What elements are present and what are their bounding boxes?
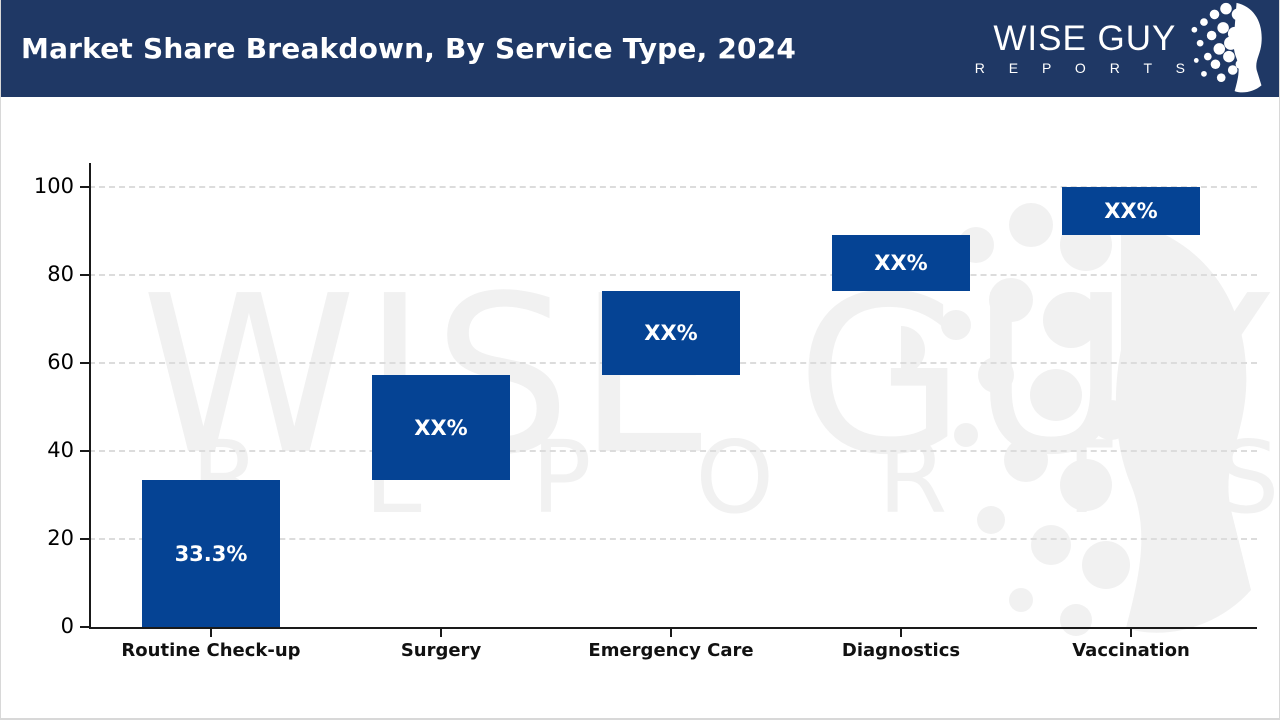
x-axis-line (89, 627, 1257, 629)
chart-title: Market Share Breakdown, By Service Type,… (21, 32, 797, 65)
y-tick-mark-100 (80, 186, 89, 188)
y-tick-mark-20 (80, 538, 89, 540)
x-tick-mark (670, 629, 672, 637)
y-axis-line (89, 163, 91, 629)
bar-vaccination (1062, 187, 1200, 235)
bar-emergency-care (602, 290, 740, 376)
bar-routine-check-up (142, 480, 280, 627)
header-band: Market Share Breakdown, By Service Type,… (1, 0, 1279, 97)
logo-face-dots-icon (1185, 1, 1267, 97)
y-tick-label-60: 60 (47, 350, 74, 374)
gridline-40 (89, 450, 1257, 452)
x-tick-mark (1130, 629, 1132, 637)
x-category-label: Diagnostics (841, 640, 961, 661)
bar-value-label: XX% (414, 415, 468, 440)
gridline-80 (89, 274, 1257, 276)
bar-value-label: 33.3% (174, 541, 248, 566)
x-category-label: Vaccination (1072, 640, 1190, 661)
x-tick-mark (900, 629, 902, 637)
x-category-label: Emergency Care (588, 640, 754, 661)
wise-guy-logo: WISE GUY R E P O R T S (975, 1, 1267, 97)
bar-value-label: XX% (1104, 198, 1158, 223)
y-tick-label-20: 20 (47, 526, 74, 550)
x-category-label: Routine Check-up (121, 640, 301, 661)
gridline-100 (89, 186, 1257, 188)
y-tick-label-80: 80 (47, 262, 74, 286)
y-tick-label-100: 100 (33, 174, 74, 198)
x-tick-mark (440, 629, 442, 637)
logo-text: WISE GUY R E P O R T S (975, 21, 1195, 76)
logo-wordmark: WISE GUY (993, 19, 1177, 58)
x-tick-mark (210, 629, 212, 637)
bar-diagnostics (832, 234, 970, 291)
bar-value-label: XX% (644, 321, 698, 346)
y-tick-mark-60 (80, 362, 89, 364)
y-tick-mark-0 (80, 626, 89, 628)
gridline-20 (89, 538, 1257, 540)
y-tick-mark-80 (80, 274, 89, 276)
y-tick-label-40: 40 (47, 438, 74, 462)
bar-value-label: XX% (874, 250, 928, 275)
y-tick-mark-40 (80, 450, 89, 452)
x-category-label: Surgery (400, 640, 482, 661)
bar-surgery (372, 375, 510, 481)
logo-subtitle: R E P O R T S (974, 60, 1195, 76)
y-tick-label-0: 0 (60, 614, 74, 638)
